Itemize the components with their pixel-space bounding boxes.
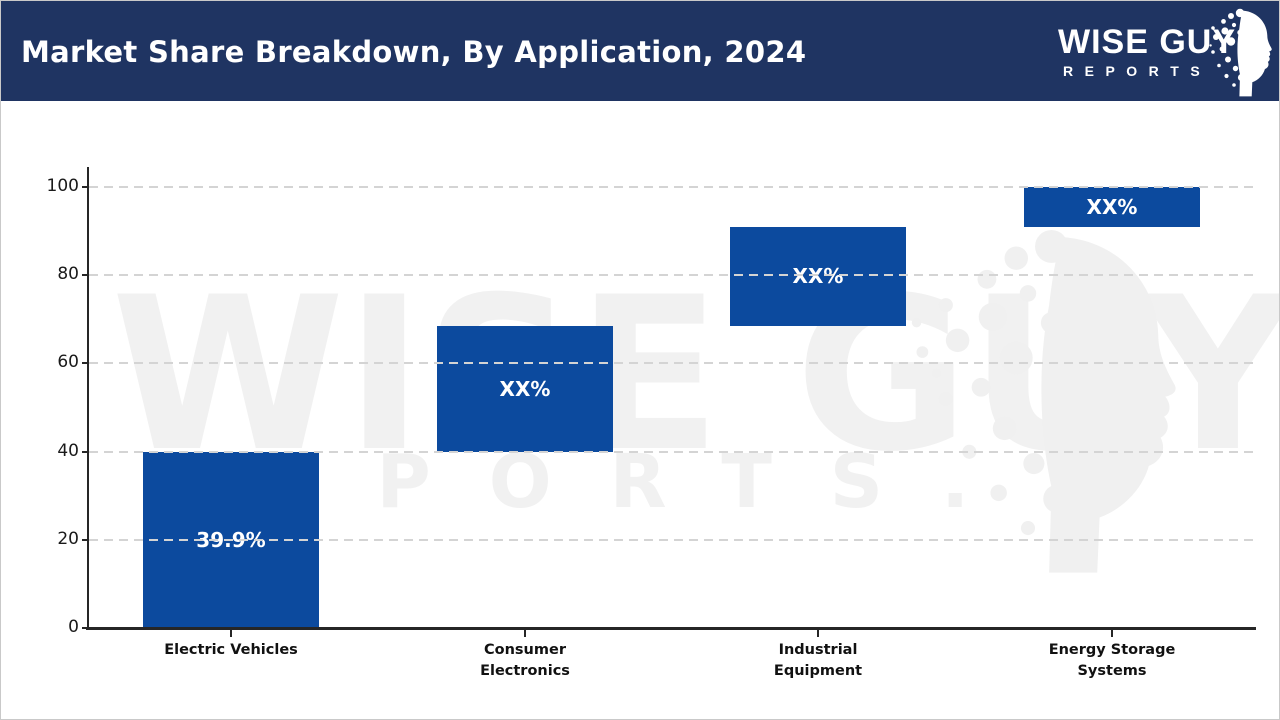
- watermark-layer: WISE GUY. REPORTS.: [1, 101, 1279, 719]
- x-category-label: Consumer Electronics: [480, 642, 570, 680]
- gridline-y-60: [89, 362, 1254, 365]
- y-tick-20: [82, 538, 89, 541]
- gridline-y-100: [89, 186, 1254, 188]
- watermark-head-profile-icon: [911, 230, 1176, 573]
- gridline-y-40: [89, 450, 1254, 453]
- y-tick-label-20: 20: [57, 528, 79, 549]
- bar-value-label: XX%: [1086, 194, 1138, 219]
- header-bar: Market Share Breakdown, By Application, …: [1, 1, 1279, 101]
- y-tick-80: [82, 274, 89, 277]
- y-tick-label-60: 60: [57, 352, 79, 373]
- y-tick-label-80: 80: [57, 264, 79, 285]
- y-axis-line: [87, 167, 89, 629]
- x-tick-3: [1111, 629, 1113, 637]
- x-category-label: Electric Vehicles: [164, 642, 298, 658]
- y-tick-100: [82, 186, 89, 188]
- bar-consumer-electronics: XX%: [437, 325, 613, 452]
- logo-head-profile-icon: [1204, 8, 1272, 97]
- y-tick-label-0: 0: [68, 617, 79, 637]
- y-tick-label-100: 100: [46, 176, 79, 196]
- y-tick-label-40: 40: [57, 440, 79, 461]
- gridline-y-80: [89, 274, 1254, 277]
- y-tick-60: [82, 362, 89, 365]
- y-tick-0: [82, 627, 89, 629]
- gridline-y-20: [89, 538, 1254, 541]
- logo-subtitle: REPORTS: [1063, 63, 1212, 79]
- logo-wordmark: WISE GUY: [1058, 23, 1237, 61]
- bar-energy-storage-systems: XX%: [1024, 187, 1200, 227]
- x-tick-1: [524, 629, 526, 637]
- x-axis-line: [86, 627, 1256, 630]
- bar-value-label: XX%: [499, 376, 551, 401]
- x-category-label: Energy Storage Systems: [1048, 642, 1176, 680]
- x-tick-0: [230, 629, 232, 637]
- bar-industrial-equipment: XX%: [730, 226, 906, 326]
- y-tick-40: [82, 450, 89, 453]
- x-category-label: Industrial Equipment: [773, 642, 863, 680]
- x-tick-2: [817, 629, 819, 637]
- wise-guy-reports-logo: WISE GUY REPORTS: [1023, 1, 1273, 101]
- chart-title: Market Share Breakdown, By Application, …: [21, 35, 807, 69]
- bar-value-label: XX%: [792, 264, 844, 289]
